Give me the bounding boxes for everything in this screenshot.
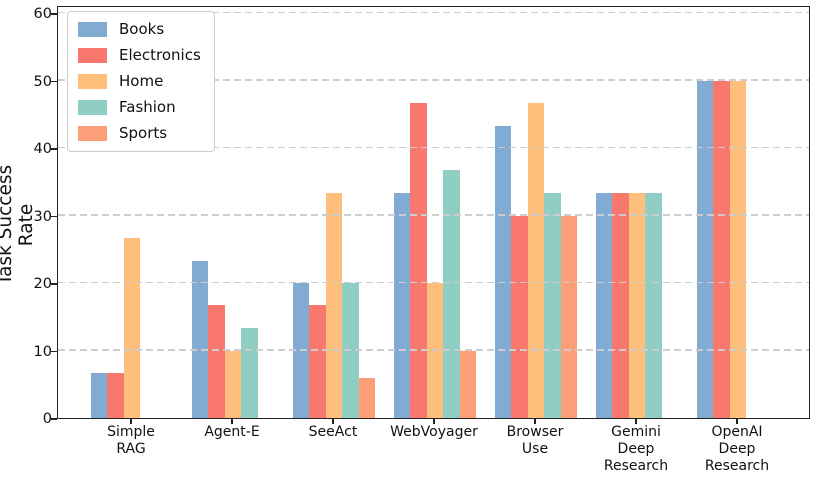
x-tick-label-openai-deep-research: OpenAI Deep Research [704, 424, 770, 474]
bar-electronics-openai-deep-research [713, 80, 730, 418]
x-tick-label-webvoyager: WebVoyager [390, 424, 478, 440]
y-tick-mark-60 [51, 13, 57, 15]
legend-swatch-fashion [78, 100, 107, 115]
bar-fashion-webvoyager [443, 170, 460, 418]
bar-home-openai-deep-research [729, 80, 747, 418]
bar-fashion-browser-use [544, 193, 561, 418]
legend-label-electronics: Electronics [119, 46, 201, 64]
legend-label-books: Books [119, 20, 165, 38]
bar-books-agent-e [191, 260, 209, 418]
y-tick-mark-0 [51, 418, 57, 420]
y-tick-mark-20 [51, 283, 57, 285]
bar-home-gemini-deep-research [628, 193, 646, 418]
bar-home-webvoyager [426, 283, 444, 418]
legend-item-home: Home [78, 72, 201, 91]
bar-sports-webvoyager [459, 350, 477, 418]
y-tick-label-50: 50 [33, 73, 52, 90]
legend-swatch-electronics [78, 48, 107, 63]
bar-books-simple-rag [90, 372, 108, 418]
x-tick-label-browser-use: Browser Use [506, 424, 564, 457]
x-tick-label-simple-rag: Simple RAG [107, 424, 155, 457]
bar-electronics-browser-use [511, 215, 528, 418]
y-tick-mark-30 [51, 215, 57, 218]
x-tick-mark-gemini-deep-research [635, 419, 637, 424]
legend-item-books: Books [78, 20, 201, 39]
bar-books-browser-use [494, 125, 512, 418]
legend-label-home: Home [119, 72, 164, 90]
bar-home-seeact [325, 193, 343, 418]
bar-electronics-webvoyager [410, 102, 427, 418]
bar-home-simple-rag [123, 237, 141, 418]
bar-electronics-gemini-deep-research [612, 193, 629, 418]
x-tick-mark-browser-use [534, 419, 536, 424]
y-tick-label-20: 20 [33, 276, 52, 293]
x-tick-mark-agent-e [231, 419, 233, 424]
legend-swatch-home [78, 74, 107, 89]
x-tick-label-seeact: SeeAct [308, 424, 358, 440]
y-tick-label-40: 40 [33, 141, 52, 158]
x-tick-mark-seeact [332, 419, 334, 424]
bar-electronics-seeact [309, 305, 326, 418]
x-tick-mark-webvoyager [433, 419, 435, 424]
y-tick-label-10: 10 [33, 343, 52, 360]
bar-books-seeact [292, 283, 310, 418]
bar-home-agent-e [224, 350, 242, 418]
x-tick-label-gemini-deep-research: Gemini Deep Research [603, 424, 669, 474]
bar-home-browser-use [527, 102, 545, 418]
bar-books-webvoyager [393, 193, 411, 418]
bar-fashion-seeact [342, 283, 359, 418]
bar-electronics-simple-rag [107, 372, 124, 418]
bar-fashion-agent-e [241, 328, 258, 418]
bar-books-openai-deep-research [696, 80, 714, 418]
y-tick-label-30: 30 [33, 208, 52, 225]
bar-electronics-agent-e [208, 305, 225, 418]
bar-fashion-gemini-deep-research [645, 193, 662, 418]
y-tick-label-0: 0 [42, 411, 52, 427]
legend-swatch-sports [78, 126, 107, 141]
y-tick-mark-50 [51, 80, 57, 83]
x-tick-mark-simple-rag [130, 419, 132, 424]
bar-sports-browser-use [560, 215, 578, 418]
legend-swatch-books [78, 22, 107, 37]
legend-label-fashion: Fashion [119, 98, 176, 116]
legend: Books Electronics Home Fashion Sports [67, 11, 215, 152]
y-tick-mark-10 [51, 350, 57, 353]
plot-area: Books Electronics Home Fashion Sports [57, 6, 810, 419]
x-tick-mark-openai-deep-research [736, 419, 738, 424]
legend-item-fashion: Fashion [78, 98, 201, 117]
legend-label-sports: Sports [119, 124, 168, 142]
x-tick-label-agent-e: Agent-E [204, 424, 260, 440]
y-tick-label-60: 60 [33, 6, 52, 23]
bar-sports-seeact [358, 378, 376, 418]
bar-books-gemini-deep-research [595, 193, 613, 418]
y-tick-mark-40 [51, 148, 57, 150]
legend-item-electronics: Electronics [78, 46, 201, 65]
legend-item-sports: Sports [78, 124, 201, 143]
